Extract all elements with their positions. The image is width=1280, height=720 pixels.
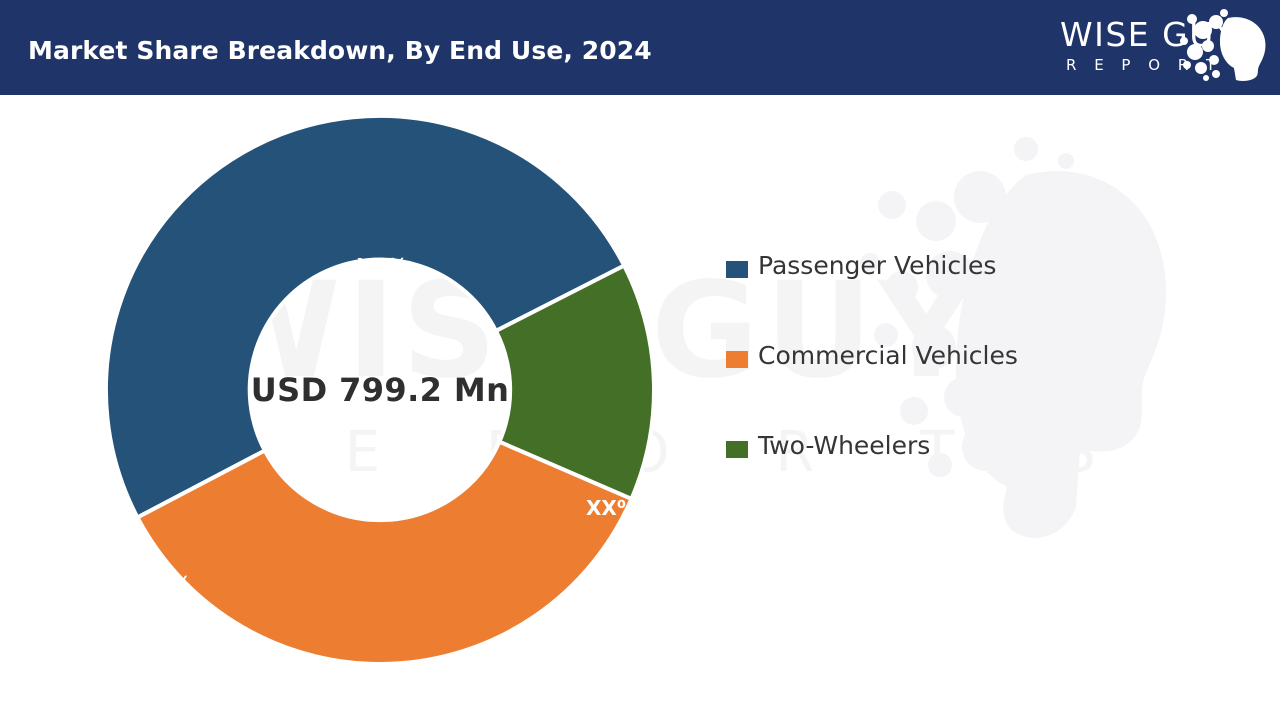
chart-canvas: WISE GUY R E P O R T S (0, 95, 1280, 720)
page-title: Market Share Breakdown, By End Use, 2024 (28, 36, 652, 65)
slice-passenger-vehicles[interactable] (103, 113, 627, 521)
slice-label-commercial-vehicles: XX% (586, 496, 637, 520)
legend-item-commercial-vehicles[interactable]: Commercial Vehicles (726, 341, 1146, 435)
donut-chart (103, 113, 656, 666)
header-bar: Market Share Breakdown, By End Use, 2024… (0, 0, 1280, 95)
slice-label-passenger-vehicles: 50.2% (122, 572, 192, 596)
chart-legend: Passenger Vehicles Commercial Vehicles T… (726, 251, 1146, 525)
legend-swatch-icon (726, 441, 748, 458)
logo-svg: WISE GUY R E P O R T S (1060, 9, 1266, 81)
legend-swatch-icon (726, 261, 748, 278)
legend-item-two-wheelers[interactable]: Two-Wheelers (726, 431, 1146, 525)
logo-head-icon (1180, 9, 1266, 81)
slice-two-wheelers[interactable] (493, 262, 656, 502)
legend-label: Passenger Vehicles (758, 251, 997, 280)
legend-label: Commercial Vehicles (758, 341, 1018, 370)
donut-slices (103, 113, 656, 666)
legend-label: Two-Wheelers (758, 431, 931, 460)
slice-label-two-wheelers: XX% (357, 254, 408, 278)
legend-swatch-icon (726, 351, 748, 368)
logo-wordmark-secondary: R E P O R T S (1066, 56, 1249, 74)
legend-item-passenger-vehicles[interactable]: Passenger Vehicles (726, 251, 1146, 345)
slice-commercial-vehicles[interactable] (134, 439, 635, 666)
wiseguy-logo: WISE GUY R E P O R T S (1056, 8, 1272, 88)
